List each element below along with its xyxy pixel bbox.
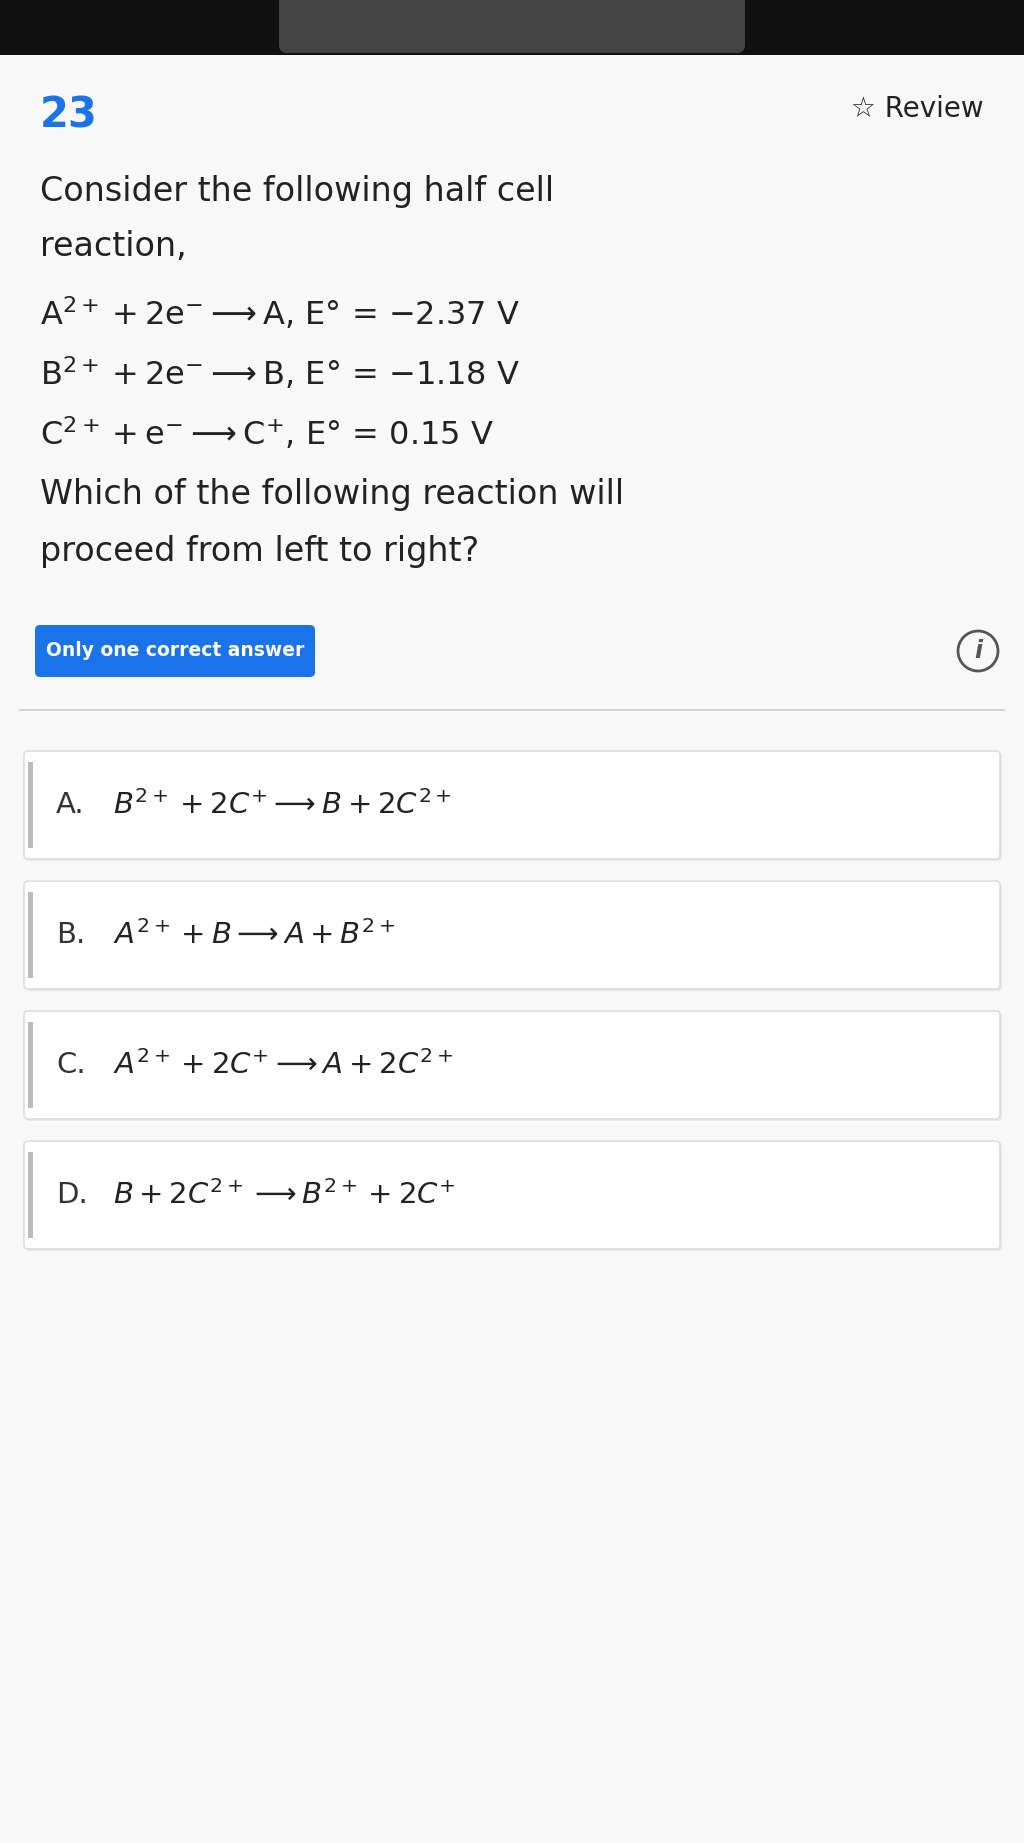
Text: B.: B. xyxy=(56,922,85,949)
Bar xyxy=(28,892,33,979)
Text: 23: 23 xyxy=(40,96,98,136)
Text: $\mathrm{B^{2+} + 2e^{-} \longrightarrow B}$, E° = −1.18 V: $\mathrm{B^{2+} + 2e^{-} \longrightarrow… xyxy=(40,356,520,393)
Text: $\mathrm{A^{2+} + 2e^{-} \longrightarrow A}$, E° = −2.37 V: $\mathrm{A^{2+} + 2e^{-} \longrightarrow… xyxy=(40,295,520,332)
FancyBboxPatch shape xyxy=(279,0,745,53)
FancyBboxPatch shape xyxy=(26,1143,1002,1251)
FancyBboxPatch shape xyxy=(24,1012,1000,1119)
Text: i: i xyxy=(974,640,982,663)
Text: $B^{2+} + 2C^{+} \longrightarrow B + 2C^{2+}$: $B^{2+} + 2C^{+} \longrightarrow B + 2C^… xyxy=(113,791,452,820)
Text: $\mathrm{C^{2+} + e^{-} \longrightarrow C^{+}}$, E° = 0.15 V: $\mathrm{C^{2+} + e^{-} \longrightarrow … xyxy=(40,415,494,452)
FancyBboxPatch shape xyxy=(24,750,1000,859)
Text: D.: D. xyxy=(56,1181,88,1209)
Text: Consider the following half cell: Consider the following half cell xyxy=(40,175,554,208)
Text: Which of the following reaction will: Which of the following reaction will xyxy=(40,477,624,511)
Text: Only one correct answer: Only one correct answer xyxy=(46,641,304,660)
Bar xyxy=(28,1023,33,1108)
Bar xyxy=(28,761,33,848)
Bar xyxy=(0,0,1024,55)
FancyBboxPatch shape xyxy=(35,625,315,676)
Text: A.: A. xyxy=(56,791,85,818)
FancyBboxPatch shape xyxy=(24,881,1000,990)
Text: ☆ Review: ☆ Review xyxy=(851,96,984,123)
Bar xyxy=(28,1152,33,1238)
FancyBboxPatch shape xyxy=(24,1141,1000,1250)
Text: $A^{2+} + 2C^{+} \longrightarrow A + 2C^{2+}$: $A^{2+} + 2C^{+} \longrightarrow A + 2C^… xyxy=(113,1051,454,1080)
Text: $A^{2+} + B \longrightarrow A + B^{2+}$: $A^{2+} + B \longrightarrow A + B^{2+}$ xyxy=(113,920,395,949)
FancyBboxPatch shape xyxy=(26,1014,1002,1121)
Text: C.: C. xyxy=(56,1051,86,1078)
Text: proceed from left to right?: proceed from left to right? xyxy=(40,534,479,568)
FancyBboxPatch shape xyxy=(26,883,1002,992)
Text: reaction,: reaction, xyxy=(40,230,186,264)
FancyBboxPatch shape xyxy=(26,754,1002,861)
Text: $B + 2C^{2+} \longrightarrow B^{2+} + 2C^{+}$: $B + 2C^{2+} \longrightarrow B^{2+} + 2C… xyxy=(113,1180,456,1211)
